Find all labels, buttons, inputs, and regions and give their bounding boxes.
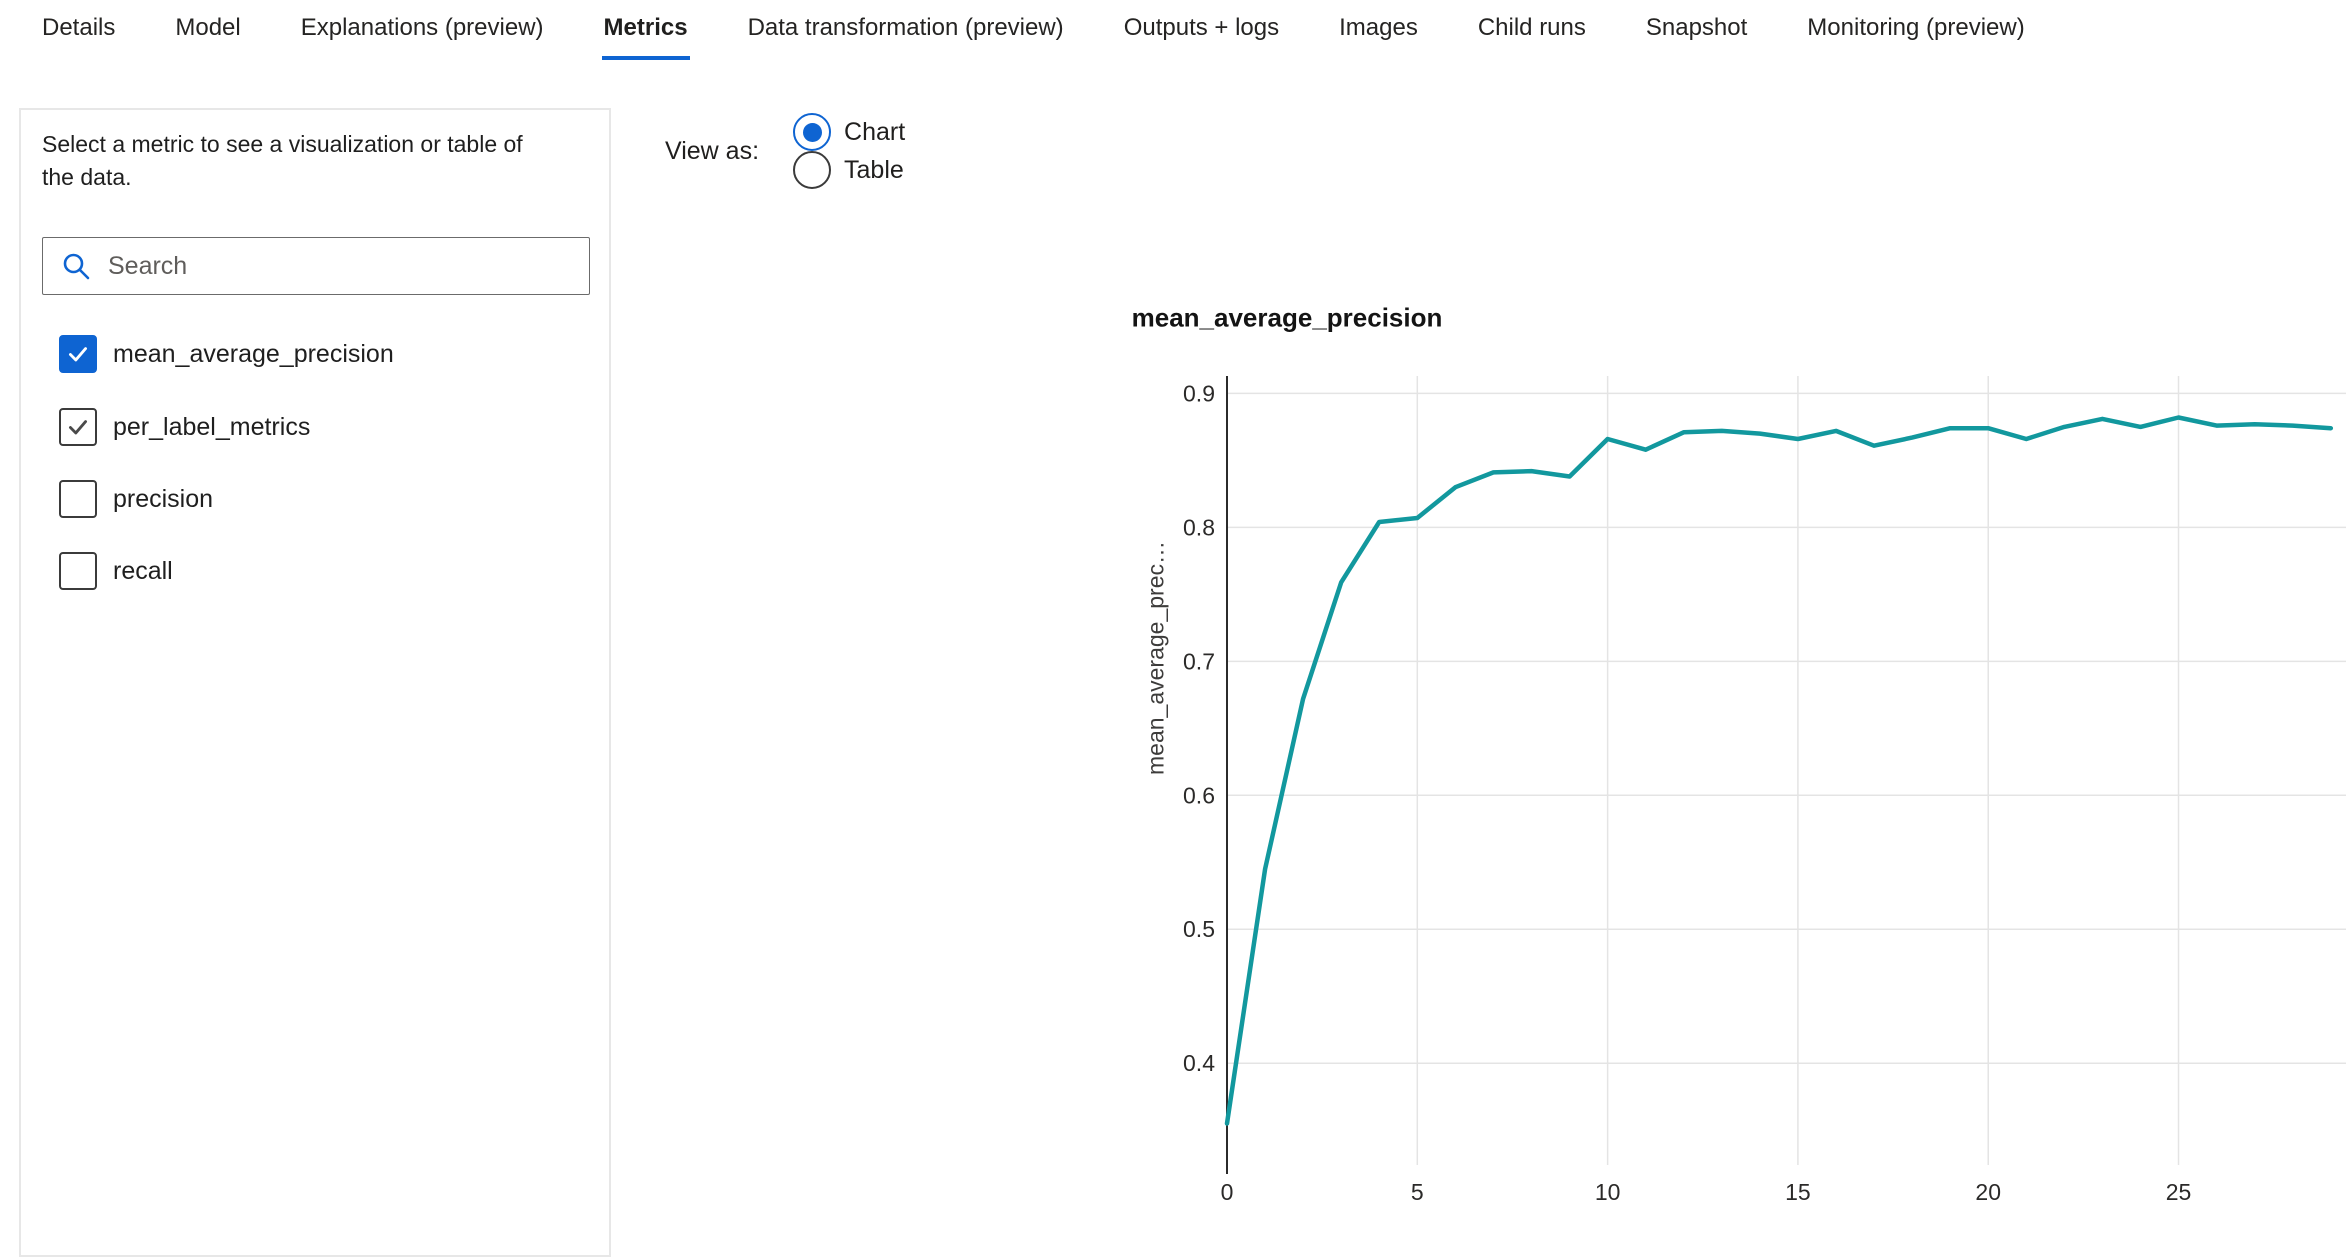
chart-y-axis-title: mean_average_prec… <box>1142 541 1169 775</box>
tab-child-runs[interactable]: Child runs <box>1477 14 1586 41</box>
tab-data-transformation-preview[interactable]: Data transformation (preview) <box>747 14 1064 41</box>
metric-checkbox-precision[interactable] <box>59 480 97 518</box>
metric-label: per_label_metrics <box>113 412 311 441</box>
y-tick-label: 0.5 <box>1183 916 1215 942</box>
y-tick-label: 0.4 <box>1183 1050 1215 1076</box>
metric-panel-instruction: Select a metric to see a visualization o… <box>42 131 523 190</box>
y-tick-label: 0.6 <box>1183 782 1215 808</box>
view-as-option-table[interactable]: Table <box>793 151 905 189</box>
metric-line-chart[interactable]: 0.4 0.5 0.6 0.7 0.8 0.9 0 5 10 15 20 25 <box>1183 376 2346 1205</box>
view-as-group: View as: Chart Table <box>665 113 943 189</box>
metric-selector-panel: Select a metric to see a visualization o… <box>19 108 611 1257</box>
tab-outputs-logs[interactable]: Outputs + logs <box>1123 14 1280 41</box>
metric-search-box[interactable] <box>42 237 590 295</box>
x-tick-label: 20 <box>1975 1179 2001 1205</box>
view-as-label: View as: <box>665 136 760 165</box>
metric-checkbox-recall[interactable] <box>59 552 97 590</box>
search-icon <box>63 253 90 280</box>
metric-label: recall <box>113 556 173 585</box>
metric-row-precision: precision <box>59 479 213 519</box>
metric-checkbox-mean-average-precision[interactable] <box>59 335 97 373</box>
metric-search-input[interactable] <box>106 250 589 282</box>
metric-checkbox-per-label-metrics[interactable] <box>59 408 97 446</box>
view-as-option-chart[interactable]: Chart <box>793 113 905 151</box>
y-tick-label: 0.7 <box>1183 648 1215 674</box>
radio-table-icon[interactable] <box>793 151 832 189</box>
metric-series-line <box>1224 415 2334 1126</box>
y-tick-label: 0.9 <box>1183 380 1215 406</box>
radio-chart-icon[interactable] <box>793 113 832 151</box>
tab-snapshot[interactable]: Snapshot <box>1645 14 1748 41</box>
tab-model[interactable]: Model <box>175 14 241 41</box>
chart-title: mean_average_precision <box>1131 302 1443 333</box>
x-tick-label: 5 <box>1411 1179 1424 1205</box>
tab-monitoring-preview[interactable]: Monitoring (preview) <box>1807 14 2025 41</box>
metric-row-per-label-metrics: per_label_metrics <box>59 407 310 447</box>
metric-label: precision <box>113 484 214 513</box>
tab-explanations-preview[interactable]: Explanations (preview) <box>300 14 544 41</box>
x-tick-label: 10 <box>1595 1179 1621 1205</box>
metric-label: mean_average_precision <box>113 339 394 368</box>
tab-images[interactable]: Images <box>1339 14 1418 41</box>
x-tick-label: 25 <box>2166 1179 2192 1205</box>
radio-label: Chart <box>844 117 906 146</box>
tab-details[interactable]: Details <box>42 14 116 41</box>
x-tick-label: 15 <box>1785 1179 1811 1205</box>
metric-row-recall: recall <box>59 551 173 591</box>
x-tick-label: 0 <box>1221 1179 1234 1205</box>
radio-label: Table <box>844 155 904 184</box>
run-tab-bar: Details Model Explanations (preview) Metric… <box>0 0 2346 86</box>
y-tick-label: 0.8 <box>1183 514 1215 540</box>
metric-row-mean-average-precision: mean_average_precision <box>59 334 394 374</box>
tab-metrics[interactable]: Metrics <box>601 12 690 60</box>
